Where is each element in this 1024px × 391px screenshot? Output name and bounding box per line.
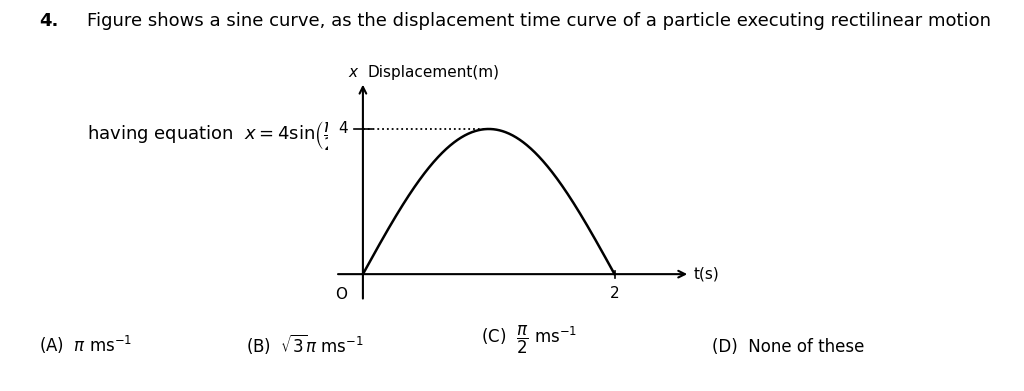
Text: having equation  $x = 4\sin\!\left(\dfrac{\pi}{2}t\right)$.  The velocity of par: having equation $x = 4\sin\!\left(\dfrac… <box>87 117 685 153</box>
Text: (C)  $\dfrac{\pi}{2}$ ms$^{-1}$: (C) $\dfrac{\pi}{2}$ ms$^{-1}$ <box>481 324 578 356</box>
Text: Figure shows a sine curve, as the displacement time curve of a particle executin: Figure shows a sine curve, as the displa… <box>87 12 991 30</box>
Text: (D)  None of these: (D) None of these <box>712 338 864 356</box>
Text: O: O <box>335 287 347 302</box>
Text: (A)  $\pi$ ms$^{-1}$: (A) $\pi$ ms$^{-1}$ <box>39 334 132 356</box>
Text: t(s): t(s) <box>694 267 720 282</box>
Text: 4: 4 <box>338 122 348 136</box>
Text: Displacement(m): Displacement(m) <box>368 65 500 80</box>
Text: x: x <box>349 65 357 80</box>
Text: (B)  $\sqrt{3}\pi$ ms$^{-1}$: (B) $\sqrt{3}\pi$ ms$^{-1}$ <box>246 332 364 356</box>
Text: 4.: 4. <box>39 12 58 30</box>
Text: 2: 2 <box>609 286 620 301</box>
